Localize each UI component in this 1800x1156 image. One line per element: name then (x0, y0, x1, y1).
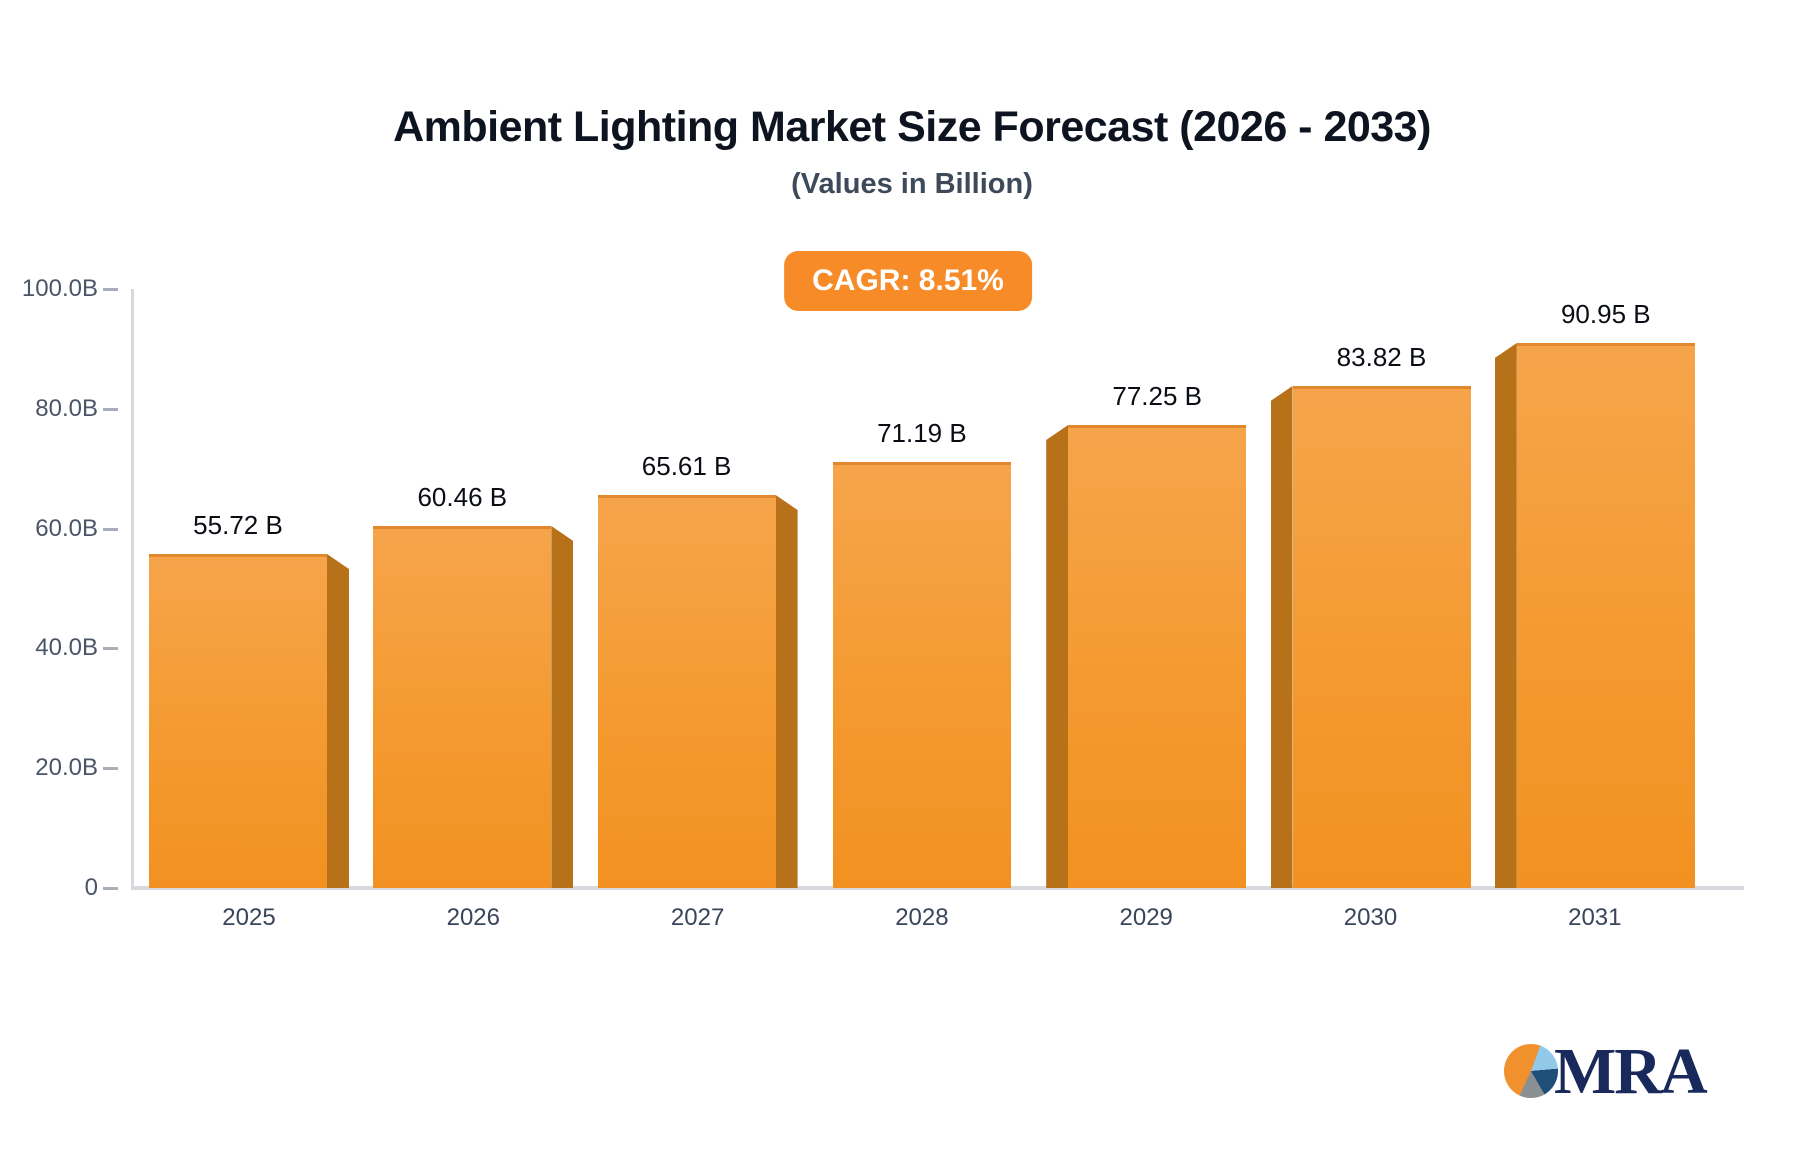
bar-side-face-2026 (551, 526, 574, 888)
chart-title: Ambient Lighting Market Size Forecast (2… (393, 103, 1431, 151)
y-axis-line (131, 289, 134, 888)
y-tick-mark (103, 527, 118, 531)
y-tick-label: 60.0B (35, 514, 98, 542)
y-tick-mark (103, 288, 118, 291)
bar-2027[interactable] (597, 495, 776, 888)
x-tick-label-2027: 2027 (670, 904, 725, 931)
x-tick-label-2031: 2031 (1568, 904, 1622, 931)
bar-side-face-2031 (1494, 343, 1517, 888)
y-tick-label: 40.0B (35, 634, 98, 662)
x-tick-label-2030: 2030 (1343, 904, 1398, 931)
y-tick-label: 20.0B (35, 754, 98, 782)
x-tick-label-2029: 2029 (1119, 904, 1173, 931)
bar-side-face-2029 (1046, 425, 1069, 888)
x-tick-label-2026: 2026 (446, 904, 500, 931)
y-tick-mark (103, 767, 118, 771)
y-tick-mark (103, 647, 118, 651)
chart-subtitle: (Values in Billion) (791, 168, 1033, 200)
y-tick-label: 80.0B (35, 394, 98, 422)
y-tick-mark (103, 407, 118, 411)
bar-value-label: 55.72 B (193, 510, 283, 540)
bar-value-label: 83.82 B (1336, 342, 1427, 372)
bar-value-label: 65.61 B (641, 451, 732, 481)
pie-chart-logo-icon (1504, 1044, 1558, 1098)
y-tick-label: 0 (84, 874, 98, 901)
bar-2031[interactable] (1516, 343, 1695, 888)
bar-value-label: 71.19 B (877, 418, 967, 448)
x-axis-line (131, 886, 1744, 890)
bar-2025[interactable] (149, 554, 327, 888)
x-tick-label-2028: 2028 (895, 904, 949, 931)
bar-side-face-2030 (1270, 386, 1293, 888)
brand-logo: MRA (1504, 1035, 1724, 1110)
bar-side-face-2027 (775, 495, 798, 888)
bar-2030[interactable] (1292, 386, 1471, 888)
y-tick-mark (103, 887, 118, 890)
bar-value-label: 90.95 B (1560, 299, 1651, 329)
bar-2026[interactable] (373, 526, 552, 888)
cagr-badge: CAGR: 8.51% (784, 251, 1032, 311)
x-tick-label-2025: 2025 (222, 904, 276, 931)
bar-2028[interactable] (832, 462, 1011, 888)
bar-value-label: 77.25 B (1112, 381, 1203, 411)
bar-2029[interactable] (1068, 425, 1247, 888)
bar-value-label: 60.46 B (417, 482, 508, 512)
y-tick-label: 100.0B (21, 275, 98, 302)
logo-text: MRA (1554, 1035, 1708, 1108)
bar-side-face-2025 (327, 554, 349, 888)
